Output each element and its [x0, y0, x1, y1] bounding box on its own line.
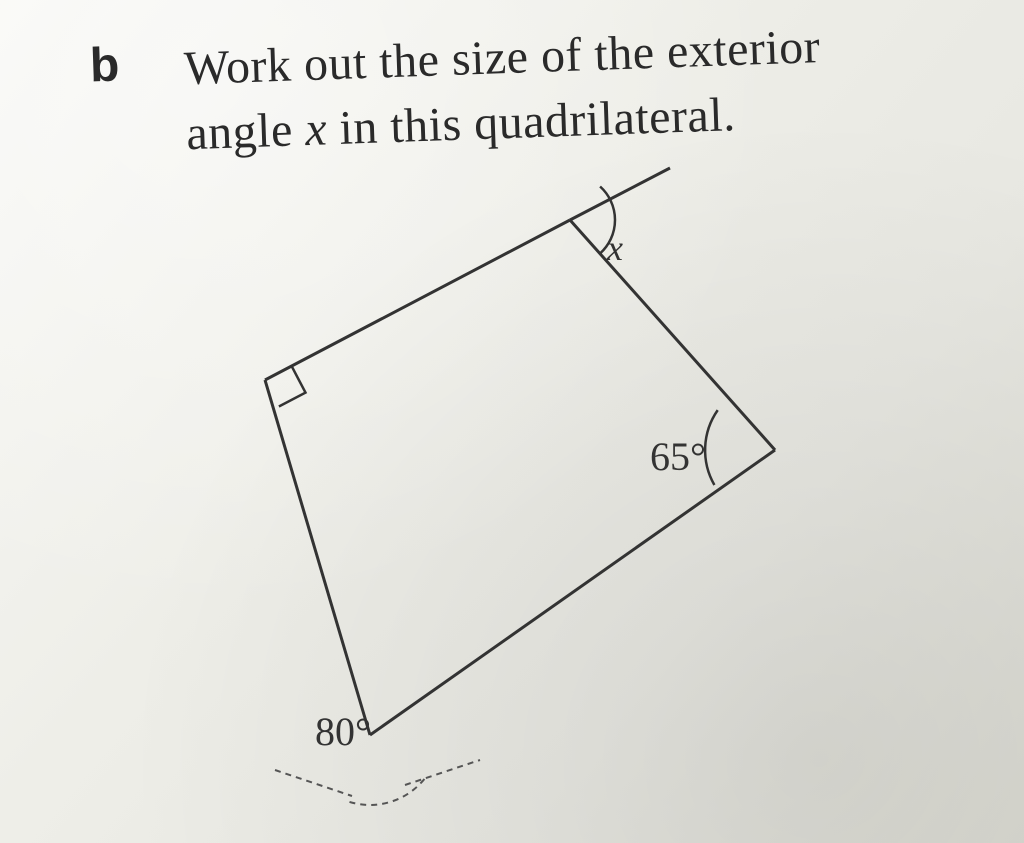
question-line2-suffix: in this quadrilateral.	[326, 88, 736, 155]
question-part-label: b	[89, 38, 120, 94]
side-CD	[370, 450, 775, 735]
label-65: 65°	[650, 434, 706, 479]
angle-arc-80	[350, 775, 428, 805]
geometry-diagram: x 65° 80°	[150, 165, 870, 825]
label-x: x	[606, 228, 623, 268]
side-BC	[570, 220, 775, 450]
side-DA	[265, 380, 370, 735]
extension-AB	[570, 168, 670, 220]
angle-arc-65	[705, 410, 718, 485]
angle-80-base-right	[405, 760, 480, 785]
label-80: 80°	[315, 709, 371, 754]
side-AB	[265, 220, 570, 380]
question-line2-prefix: angle	[185, 103, 306, 160]
question-variable: x	[304, 102, 328, 156]
page: { "question": { "label": "b", "text_line…	[0, 0, 1024, 843]
angle-80-base-left	[275, 770, 352, 796]
diagram-svg: x 65° 80°	[150, 165, 870, 825]
question-text: Work out the size of the exterior angle …	[183, 11, 947, 167]
